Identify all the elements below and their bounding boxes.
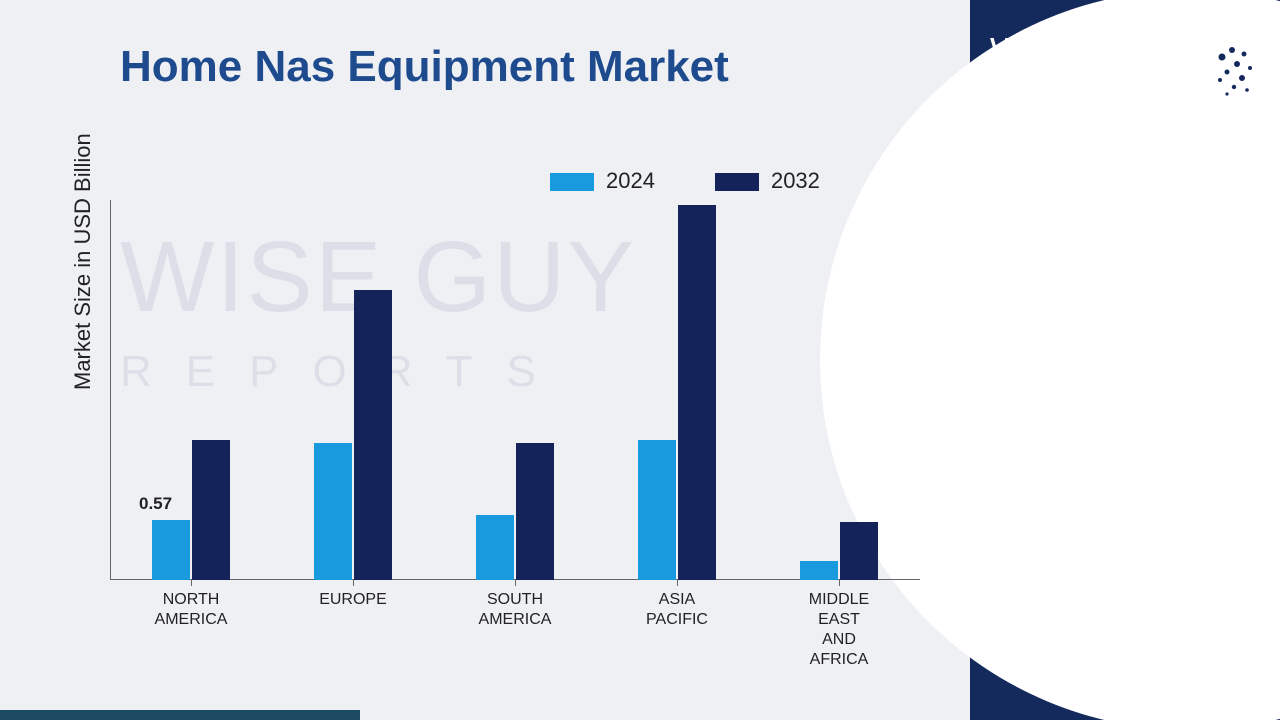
bar-2032 xyxy=(678,205,716,580)
bar-group: NORTHAMERICA0.57 xyxy=(110,200,272,580)
x-tick xyxy=(839,580,840,586)
x-tick xyxy=(353,580,354,586)
bar-2032 xyxy=(354,290,392,580)
legend: 2024 2032 xyxy=(550,168,820,194)
bar-2024 xyxy=(476,515,514,580)
head-icon xyxy=(1172,22,1262,132)
bar-group: ASIAPACIFIC xyxy=(596,200,758,580)
chart-title: Home Nas Equipment Market xyxy=(120,42,729,92)
bar-2032 xyxy=(840,522,878,580)
legend-label-2032: 2032 xyxy=(771,168,820,193)
y-axis-label: Market Size in USD Billion xyxy=(70,133,96,390)
category-label: EUROPE xyxy=(288,590,418,610)
category-label: ASIAPACIFIC xyxy=(612,590,742,630)
bar-2024 xyxy=(152,520,190,580)
category-label: NORTHAMERICA xyxy=(126,590,256,630)
bar-chart: NORTHAMERICA0.57EUROPESOUTHAMERICAASIAPA… xyxy=(100,200,920,580)
category-label: SOUTHAMERICA xyxy=(450,590,580,630)
bar-group: EUROPE xyxy=(272,200,434,580)
x-tick xyxy=(191,580,192,586)
category-label: MIDDLEEASTANDAFRICA xyxy=(774,590,904,670)
chart-stage: WISE GUY REPORTS WISE GUY REPORTS Home N… xyxy=(0,0,1280,720)
x-tick xyxy=(677,580,678,586)
legend-label-2024: 2024 xyxy=(606,168,655,193)
legend-swatch-2024 xyxy=(550,173,594,191)
bar-2032 xyxy=(192,440,230,580)
legend-item-2024: 2024 xyxy=(550,168,655,194)
bar-group: MIDDLEEASTANDAFRICA xyxy=(758,200,920,580)
bar-2024 xyxy=(638,440,676,580)
legend-swatch-2032 xyxy=(715,173,759,191)
bar-groups: NORTHAMERICA0.57EUROPESOUTHAMERICAASIAPA… xyxy=(110,200,920,580)
legend-item-2032: 2032 xyxy=(715,168,820,194)
bar-2032 xyxy=(516,443,554,580)
bottom-accent-bar xyxy=(0,710,360,720)
bar-group: SOUTHAMERICA xyxy=(434,200,596,580)
bar-value-label: 0.57 xyxy=(139,494,172,514)
bar-2024 xyxy=(314,443,352,580)
x-tick xyxy=(515,580,516,586)
bar-2024 xyxy=(800,561,838,580)
